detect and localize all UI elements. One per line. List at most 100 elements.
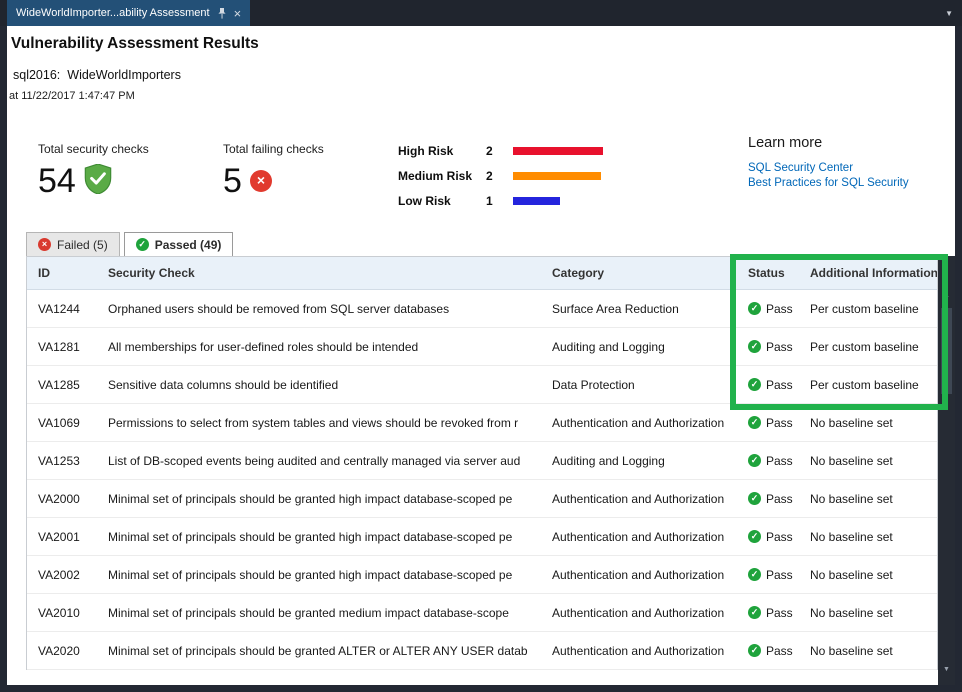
row-additional-info: Per custom baseline [810,301,919,316]
row-status: ✓ Pass [737,492,799,506]
row-category: Authentication and Authorization [552,415,725,430]
row-status-text: Pass [766,567,793,582]
tab-label: Passed (49) [154,237,222,252]
row-category: Surface Area Reduction [552,301,679,316]
tab-failed[interactable]: × Failed (5) [26,232,120,256]
failing-checks-stat: Total failing checks 5 × [223,142,324,201]
pass-icon: ✓ [748,454,761,467]
risk-value: 1 [486,193,493,208]
pass-icon: ✓ [748,492,761,505]
row-additional-info: No baseline set [810,643,893,658]
row-id: VA2020 [38,643,80,658]
learn-more-links: SQL Security Center Best Practices for SQ… [748,161,909,191]
pass-icon: ✓ [748,340,761,353]
table-row[interactable]: VA2001 Minimal set of principals should … [27,518,937,556]
pass-icon: ✓ [748,644,761,657]
row-id: VA2010 [38,605,80,620]
table-row[interactable]: VA1244 Orphaned users should be removed … [27,290,937,328]
table-row[interactable]: VA1069 Permissions to select from system… [27,404,937,442]
row-security-check: Minimal set of principals should be gran… [108,491,513,506]
row-id: VA1253 [38,453,80,468]
table-row[interactable]: VA2002 Minimal set of principals should … [27,556,937,594]
row-status-text: Pass [766,491,793,506]
summary-band: Total security checks 54 Total failing c… [7,130,955,232]
database-name: WideWorldImporters [67,68,181,82]
pass-icon: ✓ [748,568,761,581]
document-tab[interactable]: WideWorldImporter...ability Assessment × [7,0,251,26]
row-security-check: Sensitive data columns should be identif… [108,377,339,392]
column-header-category[interactable]: Category [552,266,605,280]
table-row[interactable]: VA2010 Minimal set of principals should … [27,594,937,632]
window-menu-caret-icon[interactable]: ▼ [945,9,953,18]
row-category: Authentication and Authorization [552,529,725,544]
table-row[interactable]: VA2020 Minimal set of principals should … [27,632,937,670]
close-icon[interactable]: × [233,5,242,21]
document-tab-title: WideWorldImporter...ability Assessment [16,7,210,19]
risk-bar [513,196,560,205]
pass-icon: ✓ [748,378,761,391]
row-status: ✓ Pass [737,340,799,354]
risk-row: High Risk 2 [398,138,603,163]
row-security-check: Minimal set of principals should be gran… [108,529,513,544]
scroll-down-icon[interactable]: ▼ [943,666,950,673]
row-status-text: Pass [766,605,793,620]
assessment-panel: Vulnerability Assessment Results sql2016… [7,26,955,685]
row-category: Data Protection [552,377,635,392]
row-id: VA1244 [38,301,80,316]
row-additional-info: No baseline set [810,567,893,582]
row-security-check: Orphaned users should be removed from SQ… [108,301,450,316]
table-body: VA1244 Orphaned users should be removed … [27,290,937,670]
row-category: Authentication and Authorization [552,567,725,582]
row-additional-info: No baseline set [810,605,893,620]
row-additional-info: No baseline set [810,453,893,468]
fail-circle-icon: × [249,170,272,192]
row-additional-info: No baseline set [810,415,893,430]
row-status-text: Pass [766,643,793,658]
row-status: ✓ Pass [737,568,799,582]
table-row[interactable]: VA1253 List of DB-scoped events being au… [27,442,937,480]
row-status-text: Pass [766,301,793,316]
row-security-check: Minimal set of principals should be gran… [108,643,528,658]
fail-icon: × [38,238,51,251]
total-checks-stat: Total security checks 54 [38,142,149,201]
learn-more-link[interactable]: SQL Security Center [748,162,854,174]
column-header-status[interactable]: Status [748,266,785,280]
shield-check-icon [84,162,112,199]
tab-passed[interactable]: ✓ Passed (49) [123,232,234,256]
tab-label: Failed (5) [57,237,108,252]
row-security-check: Minimal set of principals should be gran… [108,567,513,582]
scrollbar-thumb[interactable] [941,308,952,394]
vertical-scrollbar[interactable]: ▲ ▼ [938,256,955,685]
row-id: VA1285 [38,377,80,392]
row-security-check: Permissions to select from system tables… [108,415,519,430]
row-security-check: List of DB-scoped events being audited a… [108,453,521,468]
row-id: VA1281 [38,339,80,354]
table-row[interactable]: VA2000 Minimal set of principals should … [27,480,937,518]
risk-bar [513,171,601,180]
table-row[interactable]: VA1285 Sensitive data columns should be … [27,366,937,404]
pin-icon[interactable] [217,7,227,20]
scroll-up-icon[interactable]: ▲ [943,292,950,299]
learn-more-link[interactable]: Best Practices for SQL Security [748,177,909,189]
risk-label: Low Risk [398,193,451,208]
row-status: ✓ Pass [737,606,799,620]
row-id: VA2000 [38,491,80,506]
failing-checks-label: Total failing checks [223,142,324,156]
risk-row: Medium Risk 2 [398,163,603,188]
row-status: ✓ Pass [737,454,799,468]
column-header-security-check[interactable]: Security Check [108,266,195,280]
row-status-text: Pass [766,415,793,430]
table-row[interactable]: VA1281 All memberships for user-defined … [27,328,937,366]
total-checks-value: 54 [38,162,76,200]
server-line: sql2016: WideWorldImporters [7,53,955,82]
row-category: Auditing and Logging [552,339,665,354]
pass-icon: ✓ [748,530,761,543]
column-header-additional-information[interactable]: Additional Information [810,266,937,280]
row-status: ✓ Pass [737,302,799,316]
row-category: Authentication and Authorization [552,643,725,658]
column-header-id[interactable]: ID [38,266,50,280]
row-status-text: Pass [766,339,793,354]
row-status-text: Pass [766,453,793,468]
results-table: ID Security Check Category Status Additi… [26,256,938,670]
